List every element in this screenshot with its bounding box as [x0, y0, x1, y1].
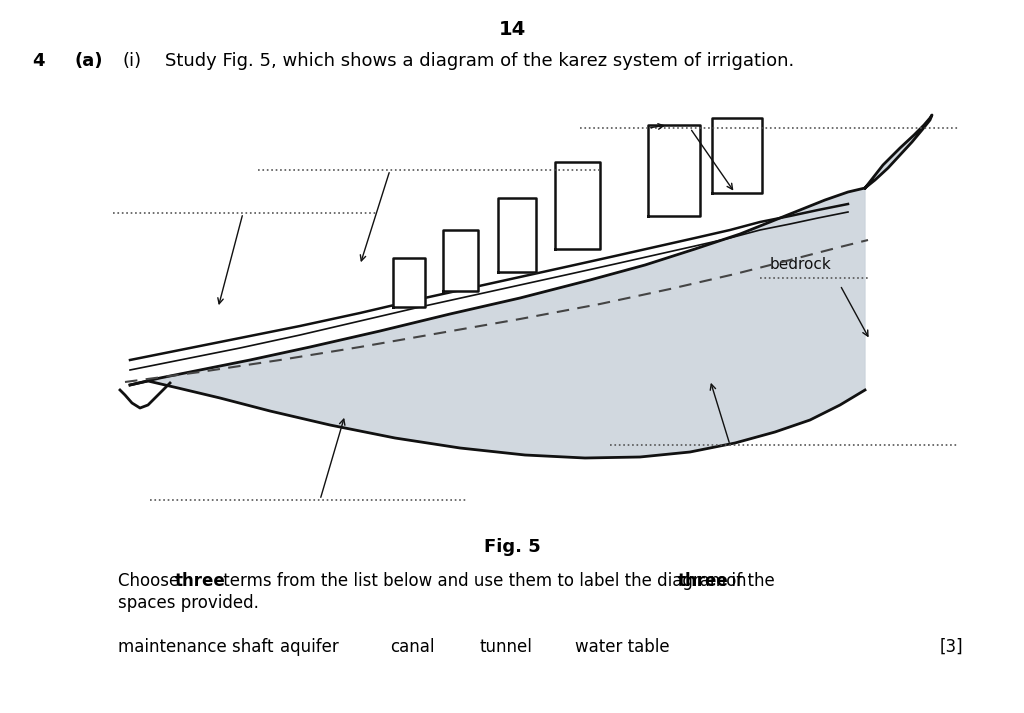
Text: bedrock: bedrock [770, 257, 831, 272]
Text: canal: canal [390, 638, 434, 656]
Polygon shape [712, 118, 762, 193]
Text: terms from the list below and use them to label the diagram in: terms from the list below and use them t… [218, 572, 752, 590]
Text: (i): (i) [122, 52, 141, 70]
Text: 14: 14 [499, 20, 525, 39]
Text: spaces provided.: spaces provided. [118, 594, 259, 612]
Text: 4: 4 [32, 52, 44, 70]
Text: Fig. 5: Fig. 5 [483, 538, 541, 556]
Text: Choose: Choose [118, 572, 184, 590]
Polygon shape [130, 115, 932, 458]
Polygon shape [498, 198, 536, 272]
Text: three: three [175, 572, 225, 590]
Text: [3]: [3] [940, 638, 964, 656]
Text: Study Fig. 5, which shows a diagram of the karez system of irrigation.: Study Fig. 5, which shows a diagram of t… [165, 52, 795, 70]
Polygon shape [648, 125, 700, 216]
Polygon shape [555, 162, 600, 249]
Text: of the: of the [721, 572, 775, 590]
Text: water table: water table [575, 638, 670, 656]
Text: (a): (a) [75, 52, 103, 70]
Text: tunnel: tunnel [480, 638, 532, 656]
Text: aquifer: aquifer [280, 638, 339, 656]
Polygon shape [443, 230, 478, 291]
Text: maintenance shaft: maintenance shaft [118, 638, 273, 656]
Text: three: three [678, 572, 729, 590]
Polygon shape [393, 258, 425, 307]
